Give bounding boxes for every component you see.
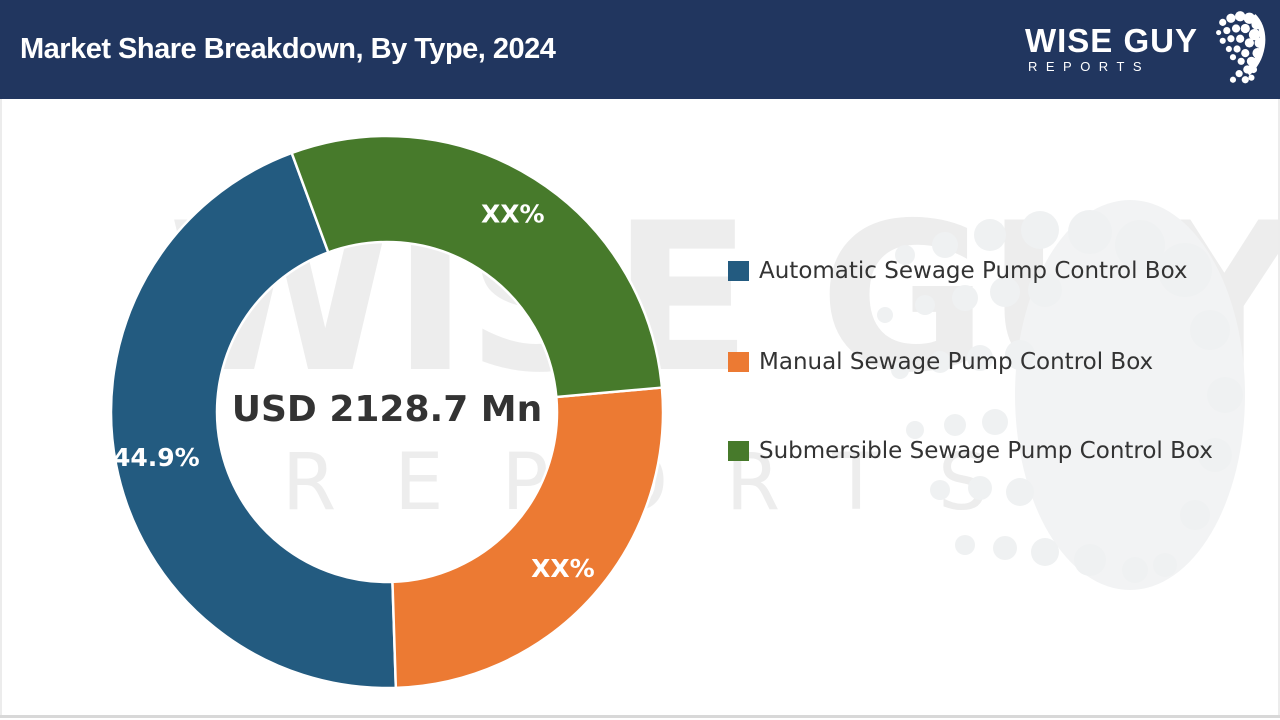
legend-item-automatic: Automatic Sewage Pump Control Box xyxy=(728,258,1188,284)
legend-item-submersible: Submersible Sewage Pump Control Box xyxy=(728,438,1213,464)
legend-label: Automatic Sewage Pump Control Box xyxy=(759,258,1188,284)
legend-swatch-automatic xyxy=(728,261,749,281)
legend-label: Manual Sewage Pump Control Box xyxy=(759,349,1154,375)
legend-label: Submersible Sewage Pump Control Box xyxy=(759,438,1213,464)
header-bar: Market Share Breakdown, By Type, 2024 WI… xyxy=(0,0,1280,99)
frame-border-bottom xyxy=(0,715,1280,718)
logo-wordmark: WISE GUY xyxy=(1024,22,1198,59)
legend-swatch-submersible xyxy=(728,441,749,461)
logo-face-icon xyxy=(1216,11,1266,84)
frame-border-right xyxy=(1278,99,1280,716)
frame-border-left xyxy=(0,99,2,716)
legend-item-manual: Manual Sewage Pump Control Box xyxy=(728,349,1153,375)
wise-guy-logo: WISE GUY REPORTS xyxy=(1025,8,1266,90)
legend-swatch-manual xyxy=(728,352,749,372)
logo-subtitle: REPORTS xyxy=(1027,59,1151,74)
page-title: Market Share Breakdown, By Type, 2024 xyxy=(20,33,556,65)
